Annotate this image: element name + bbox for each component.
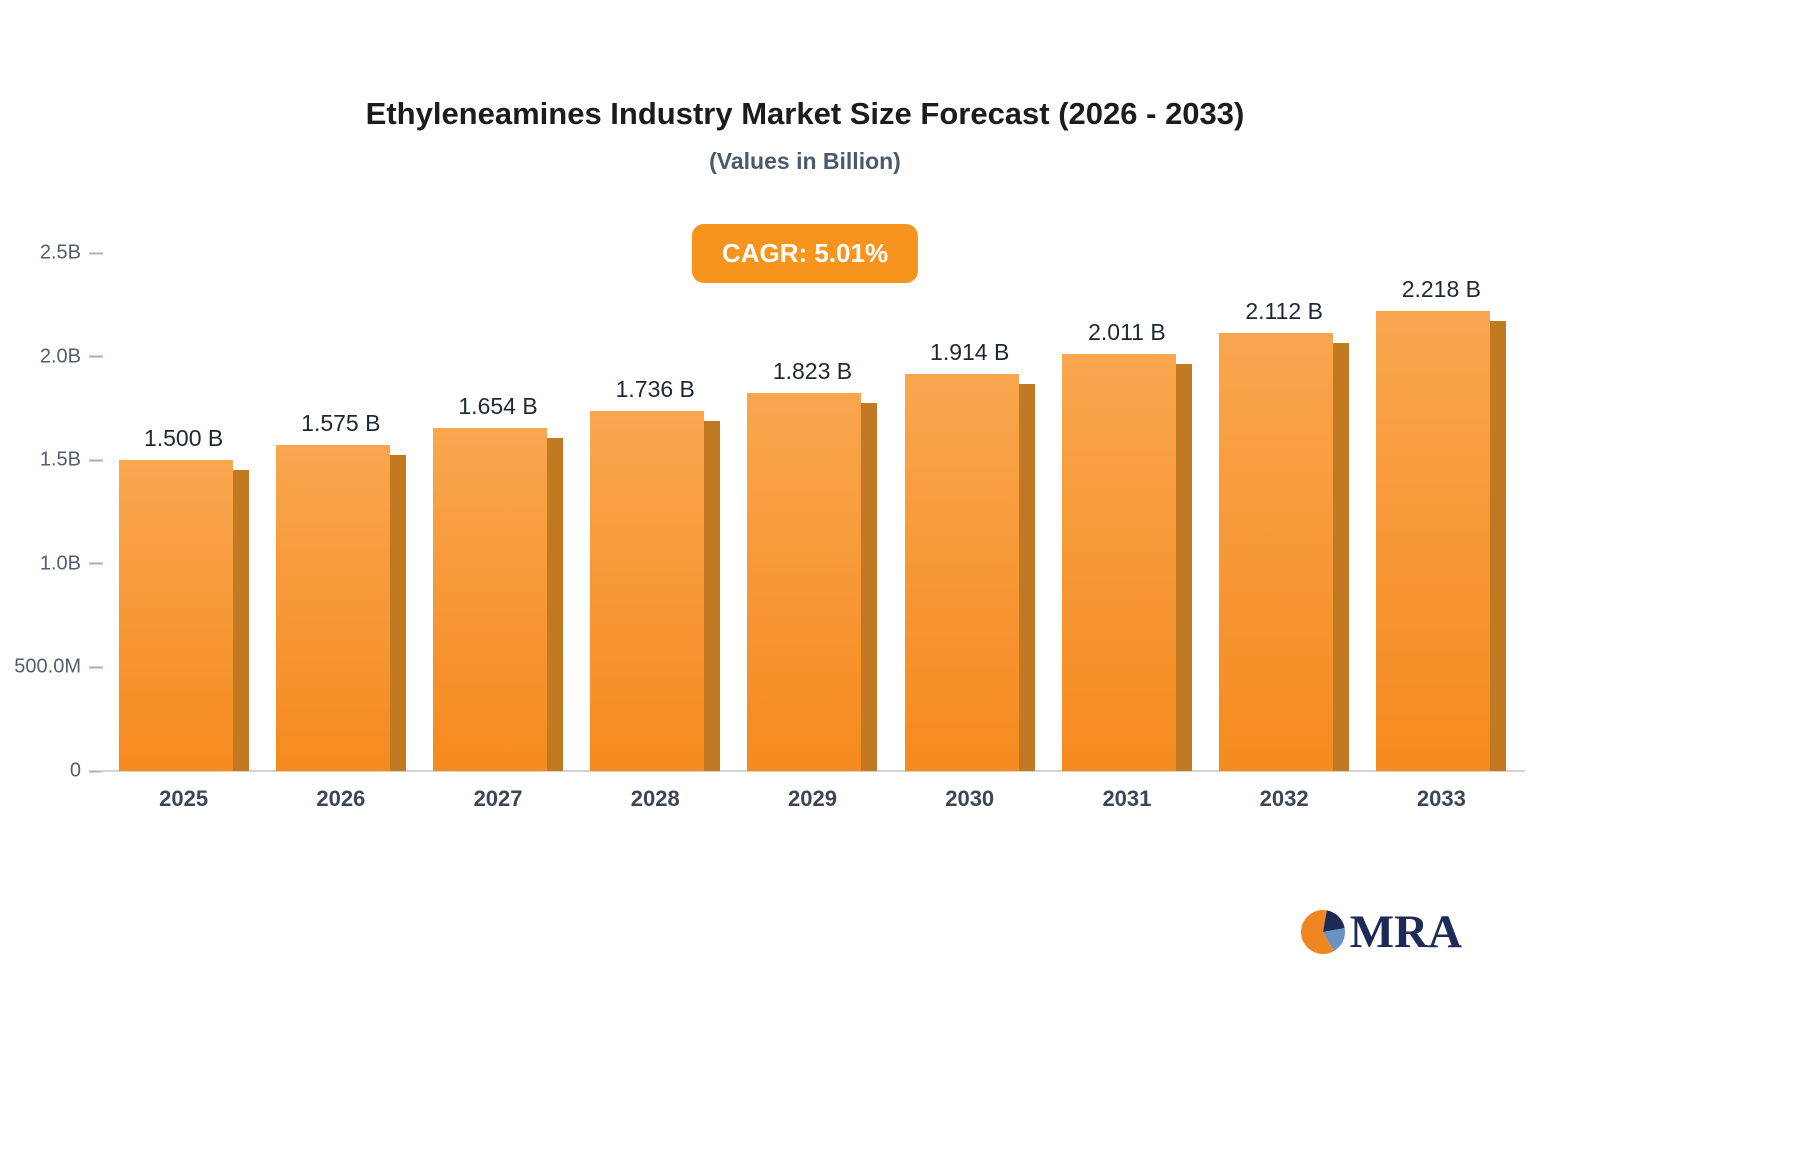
bar [1219,333,1350,771]
bar-value-label: 1.914 B [930,339,1010,366]
bar-front-face [1219,333,1334,771]
y-tick: 2.5B [40,242,103,265]
y-tick-label: 2.5B [39,241,81,264]
y-tick: 1.5B [40,449,103,472]
bar [433,428,564,771]
bar-front-face [904,374,1019,771]
bar-group: 1.914 B [891,253,1048,771]
bar-side-face [1175,364,1192,771]
bar [747,393,878,771]
x-axis-label: 2027 [473,786,523,811]
plot-area: 1.500 B 1.575 B 1.654 B 1.736 B 1.823 B 1.914… [105,253,1520,771]
x-axis-label: 2030 [945,786,995,811]
y-axis: 2.5B 2.0B 1.5B 1.0B 500.0M 0 [0,242,103,782]
mra-logo-icon [1300,909,1345,954]
bar-side-face [1333,343,1350,771]
cagr-badge: CAGR: 5.01% [691,224,919,283]
y-tick: 500.0M [14,656,103,679]
bar-group: 1.736 B [577,253,734,771]
x-axis-labels: 2025 2026 2027 2028 2029 2030 2031 2032 2033 [105,786,1520,812]
y-tick-mark [89,770,103,772]
y-tick-label: 500.0M [14,655,81,678]
bar-group: 1.500 B [105,253,262,771]
bar-value-label: 2.112 B [1245,298,1323,325]
bar-value-label: 1.654 B [458,393,538,420]
bar-front-face [747,393,862,771]
bar-value-label: 2.011 B [1088,319,1166,346]
bar-group: 1.654 B [419,253,576,771]
bar-front-face [590,411,705,771]
bar-value-label: 1.575 B [301,409,381,436]
bar-side-face [389,454,406,771]
bar [1061,354,1192,771]
x-axis-label: 2029 [788,786,837,811]
x-axis-label: 2031 [1102,786,1152,811]
y-tick-label: 0 [69,759,81,782]
bar [275,444,406,771]
bar-front-face [275,444,390,771]
bar-group: 2.011 B [1048,253,1205,771]
bar [118,460,249,771]
bar-front-face [1376,311,1491,771]
chart-subtitle: (Values in Billion) [709,148,901,174]
x-axis-label: 2026 [316,786,366,811]
y-tick-mark [89,666,103,669]
bar-value-label: 2.218 B [1401,276,1481,303]
y-tick-label: 1.5B [39,448,81,471]
bar-group: 2.218 B [1363,253,1520,771]
x-axis-label: 2032 [1259,786,1309,811]
bar-side-face [1018,384,1035,771]
x-axis-line [100,770,1525,772]
logo: MRA [1299,908,1462,956]
y-tick: 2.0B [40,345,103,368]
y-tick-mark [89,355,103,358]
chart-title: Ethyleneamines Industry Market Size Fore… [365,96,1245,131]
bar [1376,311,1507,771]
bar-front-face [1061,354,1176,771]
bar-value-label: 1.736 B [615,376,695,403]
bar [590,411,721,771]
x-axis-label: 2028 [630,786,680,811]
y-tick: 1.0B [40,552,103,575]
logo-text: MRA [1349,905,1462,958]
bar-side-face [704,421,721,771]
bar-side-face [1490,321,1507,771]
bar-group: 1.823 B [734,253,891,771]
y-tick-mark [89,252,103,254]
bar-value-label: 1.500 B [143,425,224,452]
bar-side-face [232,470,249,771]
y-tick-label: 1.0B [39,552,81,575]
bar-side-face [547,438,564,771]
y-tick-label: 2.0B [39,345,81,368]
bar-front-face [433,428,548,771]
y-tick: 0 [70,760,103,783]
bar-value-label: 1.823 B [772,358,853,385]
y-tick-mark [89,562,103,565]
x-axis-label: 2025 [159,786,209,811]
bar-group: 1.575 B [262,253,419,771]
bar-front-face [118,460,233,771]
bar [904,374,1035,771]
x-axis-label: 2033 [1416,786,1466,811]
bar-side-face [861,403,878,771]
bar-group: 2.112 B [1206,253,1363,771]
y-tick-mark [89,459,103,462]
